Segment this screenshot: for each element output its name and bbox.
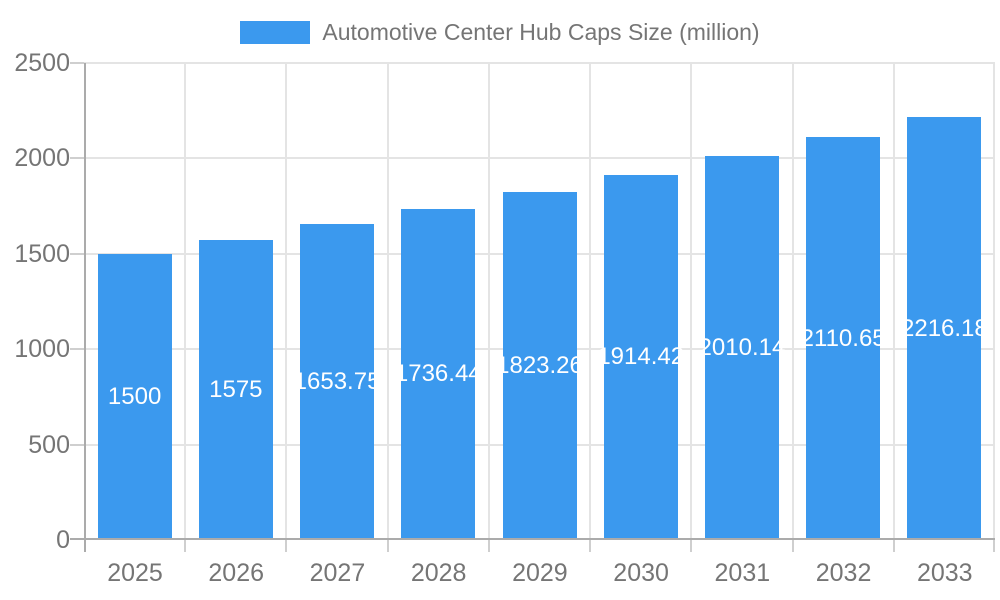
y-axis-label: 500	[28, 430, 70, 459]
x-axis-tick	[892, 540, 895, 552]
x-axis-tick	[487, 540, 490, 552]
bar-2026[interactable]: 1575	[198, 239, 273, 540]
gridline-vertical	[589, 63, 592, 540]
x-axis-label: 2027	[309, 559, 366, 587]
legend-swatch-icon	[240, 21, 311, 44]
bar-2033[interactable]: 2216.18	[901, 117, 988, 540]
x-axis-line	[70, 538, 995, 540]
y-axis-label: 0	[56, 526, 70, 554]
y-axis-label: 1000	[14, 335, 70, 364]
bar-2025[interactable]: 1500	[97, 253, 172, 540]
y-axis-tick	[70, 157, 84, 160]
bar-value-label: 2110.65	[800, 324, 886, 352]
x-axis-tick	[285, 540, 288, 552]
gridline-vertical	[993, 63, 995, 540]
x-axis-tick	[993, 540, 995, 552]
x-axis-label: 2029	[512, 559, 568, 587]
bar-2028[interactable]: 1736.44	[395, 208, 482, 540]
x-axis-tick	[690, 540, 693, 552]
y-axis-line	[84, 63, 86, 552]
bar-value-label: 1736.44	[394, 360, 482, 388]
bar-value-label: 1914.42	[597, 343, 685, 371]
bar-value-label: 1823.26	[496, 352, 583, 380]
x-axis-tick	[791, 540, 794, 552]
x-axis-tick	[589, 540, 592, 552]
x-axis-label: 2032	[815, 559, 872, 587]
x-axis-label: 2026	[208, 559, 265, 587]
bar-value-label: 1575	[209, 375, 263, 403]
gridline-vertical	[386, 63, 389, 540]
gridline-horizontal	[84, 62, 995, 64]
gridline-vertical	[487, 63, 490, 540]
legend-label: Automotive Center Hub Caps Size (million…	[322, 19, 760, 45]
gridline-vertical	[791, 63, 794, 540]
legend[interactable]: Automotive Center Hub Caps Size (million…	[0, 19, 1000, 46]
y-axis-tick	[70, 348, 84, 351]
bar-2030[interactable]: 1914.42	[597, 174, 684, 540]
y-axis-tick	[70, 62, 84, 64]
bar-2031[interactable]: 2010.14	[699, 156, 785, 540]
plot-area: 0 500 1000 1500 2000 2500 1500 2025 1575 2026 1653…	[14, 50, 995, 587]
x-axis-label: 2031	[714, 559, 771, 587]
bar-2027[interactable]: 1653.75	[294, 224, 380, 540]
x-axis-label: 2028	[410, 559, 467, 587]
x-axis-tick	[184, 540, 187, 552]
gridline-vertical	[184, 63, 187, 540]
y-axis-label: 2000	[14, 144, 70, 173]
gridline-horizontal	[84, 157, 995, 160]
gridline-vertical	[285, 63, 288, 540]
y-axis-tick	[70, 443, 84, 446]
y-axis-label: 2500	[14, 49, 70, 77]
bar-value-label: 1653.75	[293, 368, 381, 396]
bar-2032[interactable]: 2110.65	[801, 137, 886, 540]
bar-value-label: 1500	[107, 382, 162, 410]
y-axis-tick	[70, 252, 84, 255]
x-axis-label: 2025	[107, 559, 163, 587]
x-axis-label: 2030	[613, 559, 669, 587]
x-axis-label: 2033	[916, 559, 973, 587]
bar-value-label: 2216.18	[900, 314, 988, 342]
gridline-vertical	[690, 63, 693, 540]
y-axis-label: 1500	[14, 239, 70, 268]
x-axis-tick	[386, 540, 389, 552]
gridline-vertical	[892, 63, 895, 540]
bar-2029[interactable]: 1823.26	[496, 192, 583, 540]
bar-value-label: 2010.14	[698, 334, 786, 362]
